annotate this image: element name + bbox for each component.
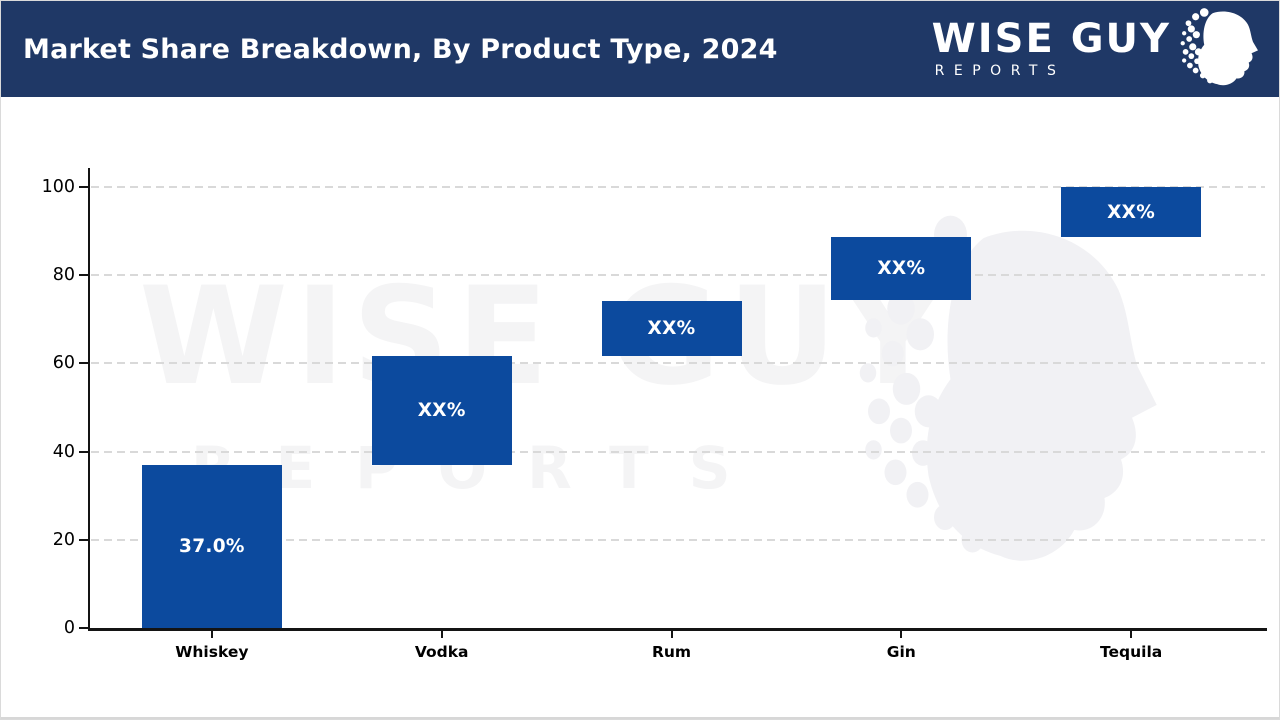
gridline-60: [91, 362, 1265, 365]
bar-tequila: XX%: [1061, 187, 1202, 238]
gridline-100: [91, 186, 1265, 188]
x-axis-line: [88, 628, 1267, 631]
y-tick-60: [79, 362, 88, 365]
y-tick-label: 0: [63, 618, 75, 638]
x-tick-tequila: [1130, 631, 1133, 638]
x-tick-whiskey: [210, 631, 213, 638]
header-bar: Market Share Breakdown, By Product Type,…: [1, 1, 1279, 97]
gridline-20: [91, 538, 1265, 541]
y-tick-label: 60: [52, 353, 75, 374]
bottom-border-line: [1, 717, 1279, 719]
logo-text: WISE GUY REPORTS: [932, 19, 1171, 79]
category-label-rum: Rum: [651, 643, 692, 661]
gridline-40: [91, 450, 1265, 453]
bar-whiskey: 37.0%: [141, 464, 282, 628]
bar-value-label: XX%: [1107, 201, 1156, 223]
bar-value-label: 37.0%: [179, 535, 245, 557]
category-label-tequila: Tequila: [1099, 643, 1163, 661]
category-label-vodka: Vodka: [414, 643, 469, 661]
bar-value-label: XX%: [417, 400, 466, 422]
logo-subtitle: REPORTS: [934, 63, 1066, 79]
y-tick-label: 20: [52, 529, 75, 550]
y-tick-40: [79, 450, 88, 453]
wiseguy-head-icon: [1177, 6, 1263, 92]
x-tick-vodka: [440, 631, 443, 638]
y-tick-label: 100: [41, 177, 75, 197]
y-tick-20: [79, 538, 88, 541]
bar-rum: XX%: [601, 301, 742, 357]
y-tick-100: [79, 186, 88, 188]
bar-value-label: XX%: [647, 318, 696, 340]
watermark-wordmark: WISE GUY: [139, 258, 949, 415]
x-tick-gin: [900, 631, 903, 638]
bar-vodka: XX%: [371, 356, 512, 465]
category-label-gin: Gin: [886, 643, 916, 661]
gridline-80: [91, 274, 1265, 277]
y-tick-0: [79, 627, 88, 629]
bar-gin: XX%: [831, 237, 972, 301]
bar-value-label: XX%: [877, 258, 926, 280]
category-label-whiskey: Whiskey: [175, 643, 249, 661]
page-title: Market Share Breakdown, By Product Type,…: [23, 33, 778, 65]
y-tick-label: 80: [52, 265, 75, 286]
logo-wordmark: WISE GUY: [931, 16, 1171, 62]
x-tick-rum: [670, 631, 673, 638]
y-axis-line: [88, 168, 90, 630]
y-tick-80: [79, 274, 88, 277]
y-tick-label: 40: [52, 441, 75, 462]
brand-logo: WISE GUY REPORTS: [932, 6, 1263, 92]
